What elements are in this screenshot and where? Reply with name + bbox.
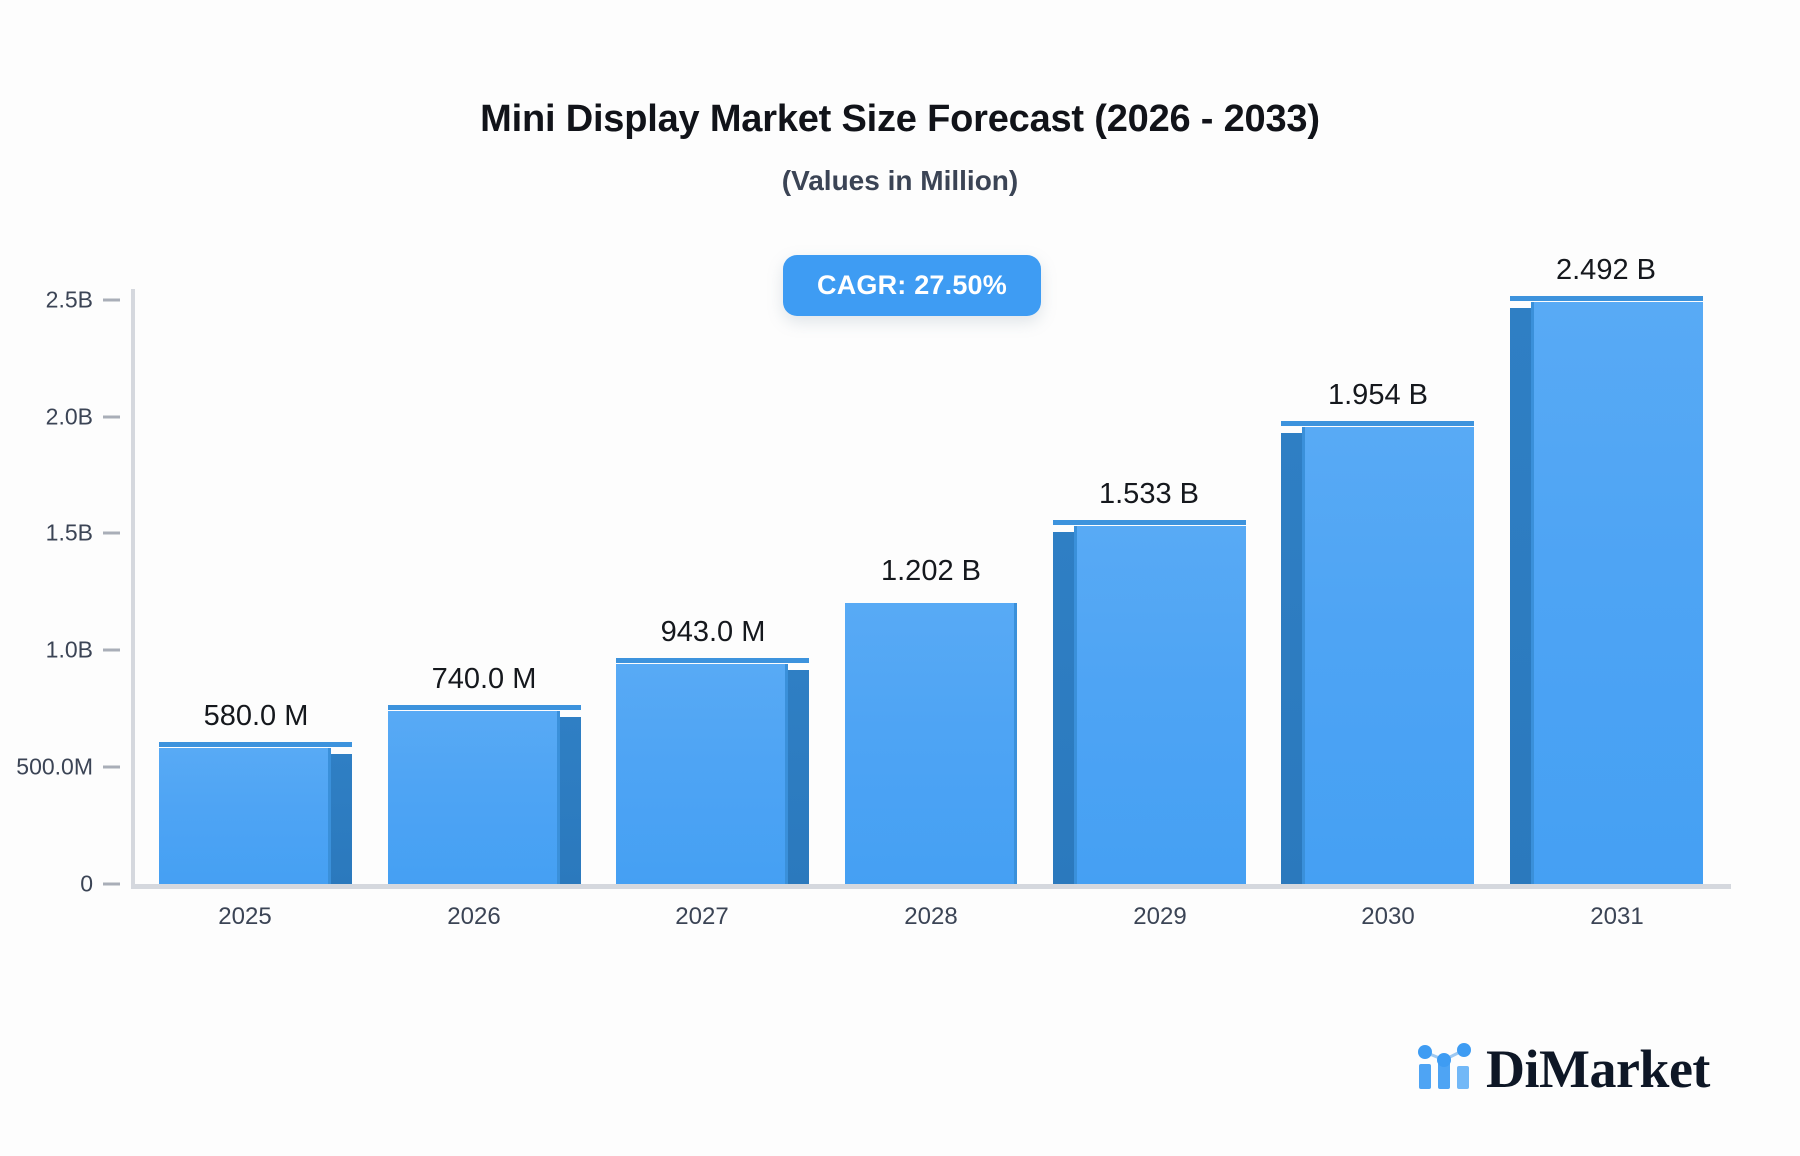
bar: [159, 742, 352, 884]
y-axis-tick-label: 1.5B: [45, 519, 93, 546]
x-axis-tick-label: 2031: [1590, 903, 1644, 930]
bar-edge: [785, 663, 788, 884]
bar-edge: [1074, 525, 1077, 884]
bar-edge: [1302, 427, 1305, 884]
page-title: Mini Display Market Size Forecast (2026 …: [480, 98, 1320, 140]
bar-top-face: [388, 705, 581, 711]
bar-side-face: [788, 669, 809, 884]
x-axis-tick-label: 2029: [1133, 903, 1187, 930]
x-axis-line: [131, 884, 1731, 889]
y-axis-tick-label: 500.0M: [16, 753, 93, 780]
bar-top-face: [159, 742, 352, 748]
bar-front-face: [616, 663, 788, 884]
bar-value-label: 1.533 B: [1099, 478, 1199, 510]
bar-front-face: [1074, 525, 1246, 884]
bar-top-face: [616, 657, 809, 663]
bar-side-face: [560, 717, 581, 884]
bar-top-face: [1053, 519, 1246, 525]
brand-logo: DiMarket: [1416, 1040, 1710, 1097]
bar-chart-dots-icon: [1416, 1040, 1474, 1097]
bar-side-face: [1053, 531, 1074, 884]
x-axis-tick-label: 2030: [1361, 903, 1415, 930]
bar-front-face: [388, 711, 560, 884]
bar: [1053, 519, 1246, 884]
bar: [616, 657, 809, 884]
y-axis-tick-mark: [103, 648, 120, 652]
bar: [388, 705, 581, 884]
bar-edge: [1531, 301, 1534, 884]
bar-value-label: 1.202 B: [881, 555, 981, 587]
chart-subtitle: (Values in Million): [781, 165, 1019, 196]
bar-side-face: [1510, 307, 1531, 884]
bar-edge: [328, 748, 331, 884]
y-axis-tick-mark: [103, 531, 120, 535]
logo-text: DiMarket: [1486, 1038, 1710, 1099]
x-axis-tick-label: 2028: [904, 903, 958, 930]
x-axis-tick-label: 2025: [218, 903, 272, 930]
y-axis-tick-label: 2.5B: [45, 286, 93, 313]
bar-edge: [557, 711, 560, 884]
bar-front-face: [159, 748, 331, 884]
bar-value-label: 1.954 B: [1328, 379, 1428, 411]
y-axis-tick-label: 0: [80, 870, 93, 897]
bar-top-face: [1281, 421, 1474, 427]
bar: [1510, 295, 1703, 884]
bar-side-face: [1281, 433, 1302, 884]
bar-front-face: [1531, 301, 1703, 884]
bar: [845, 603, 1017, 884]
bar-value-label: 740.0 M: [431, 663, 537, 695]
bar-value-label: 580.0 M: [203, 700, 309, 732]
y-axis-line: [131, 289, 135, 884]
bar-top-face: [1510, 295, 1703, 301]
bar: [1281, 421, 1474, 884]
x-axis-tick-label: 2026: [447, 903, 501, 930]
y-axis-tick-mark: [103, 298, 120, 302]
y-axis-tick-label: 1.0B: [45, 636, 93, 663]
bar-value-label: 943.0 M: [660, 616, 766, 648]
y-axis-tick-mark: [103, 882, 120, 886]
x-axis-tick-label: 2027: [675, 903, 729, 930]
cagr-badge: CAGR: 27.50%: [783, 255, 1041, 316]
y-axis-tick-mark: [103, 765, 120, 769]
bar-edge: [1014, 603, 1017, 884]
bar-front-face: [845, 603, 1017, 884]
bar-side-face: [331, 754, 352, 884]
bar-front-face: [1302, 427, 1474, 884]
bar-value-label: 2.492 B: [1556, 254, 1656, 286]
y-axis-tick-label: 2.0B: [45, 403, 93, 430]
y-axis-tick-mark: [103, 415, 120, 419]
